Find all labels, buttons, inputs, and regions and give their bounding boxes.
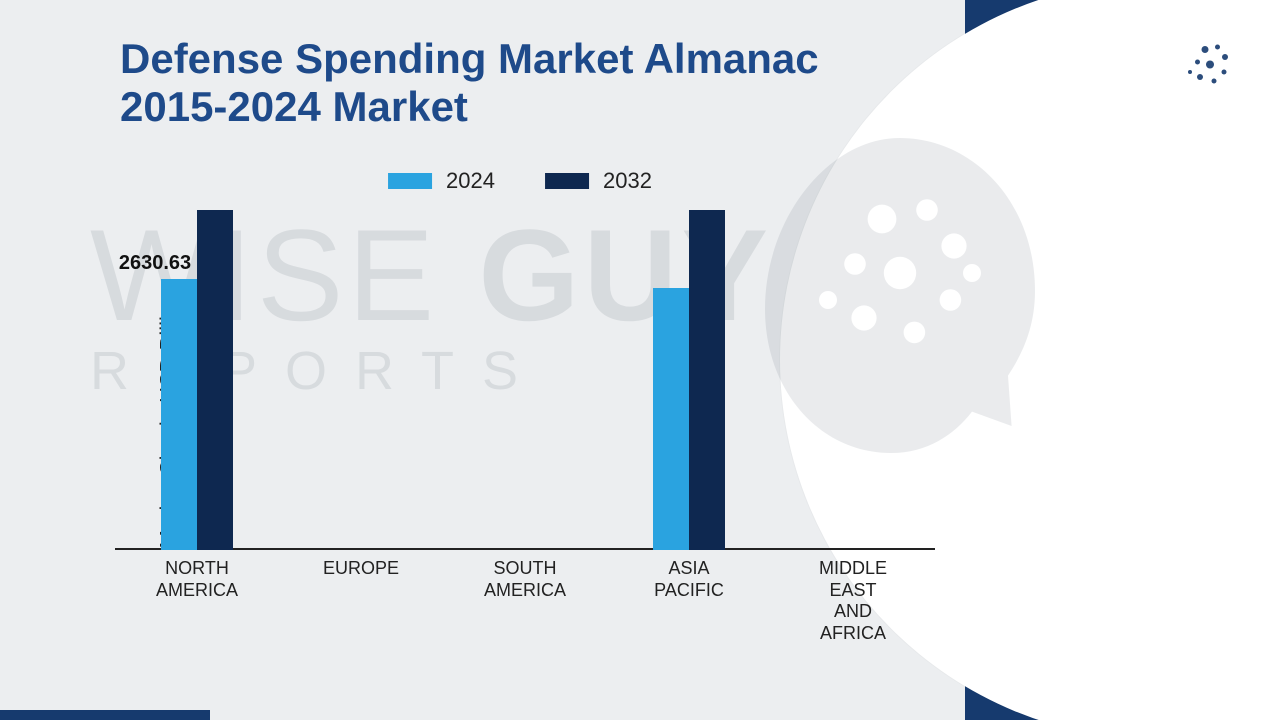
logo-line2: REPORTS <box>990 71 1180 87</box>
bottom-accent-bar <box>0 710 210 720</box>
legend-swatch-2032 <box>545 173 589 189</box>
x-axis-baseline <box>115 548 935 550</box>
bar-2024 <box>161 279 197 550</box>
x-tick-label: EUROPE <box>286 558 436 580</box>
legend-item-2024: 2024 <box>388 168 495 194</box>
logo-line1b: GUY <box>1100 30 1180 68</box>
legend-item-2032: 2032 <box>545 168 652 194</box>
logo-line1a: WISE <box>994 30 1089 68</box>
chart-canvas: WISE GUY REPORTS Defense Spending Market… <box>0 0 1280 720</box>
legend-label-2032: 2032 <box>603 168 652 194</box>
brand-logo: WISE GUY REPORTS <box>990 30 1250 120</box>
legend-swatch-2024 <box>388 173 432 189</box>
x-tick-label: MIDDLE EAST AND AFRICA <box>778 558 928 644</box>
plot-area: 2630.63NORTH AMERICAEUROPESOUTH AMERICAA… <box>115 200 935 550</box>
x-tick-label: NORTH AMERICA <box>122 558 272 601</box>
bar-value-label: 2630.63 <box>85 252 225 275</box>
bar-2024 <box>653 288 689 551</box>
x-tick-label: SOUTH AMERICA <box>450 558 600 601</box>
legend-label-2024: 2024 <box>446 168 495 194</box>
chart-title: Defense Spending Market Almanac 2015-202… <box>120 35 840 132</box>
chart-legend: 2024 2032 <box>388 168 652 194</box>
x-tick-label: ASIA PACIFIC <box>614 558 764 601</box>
bar-2032 <box>689 210 725 550</box>
bar-pair <box>653 210 725 550</box>
bar-chart: Market Size in USD Billion 2024 2032 263… <box>105 180 935 660</box>
